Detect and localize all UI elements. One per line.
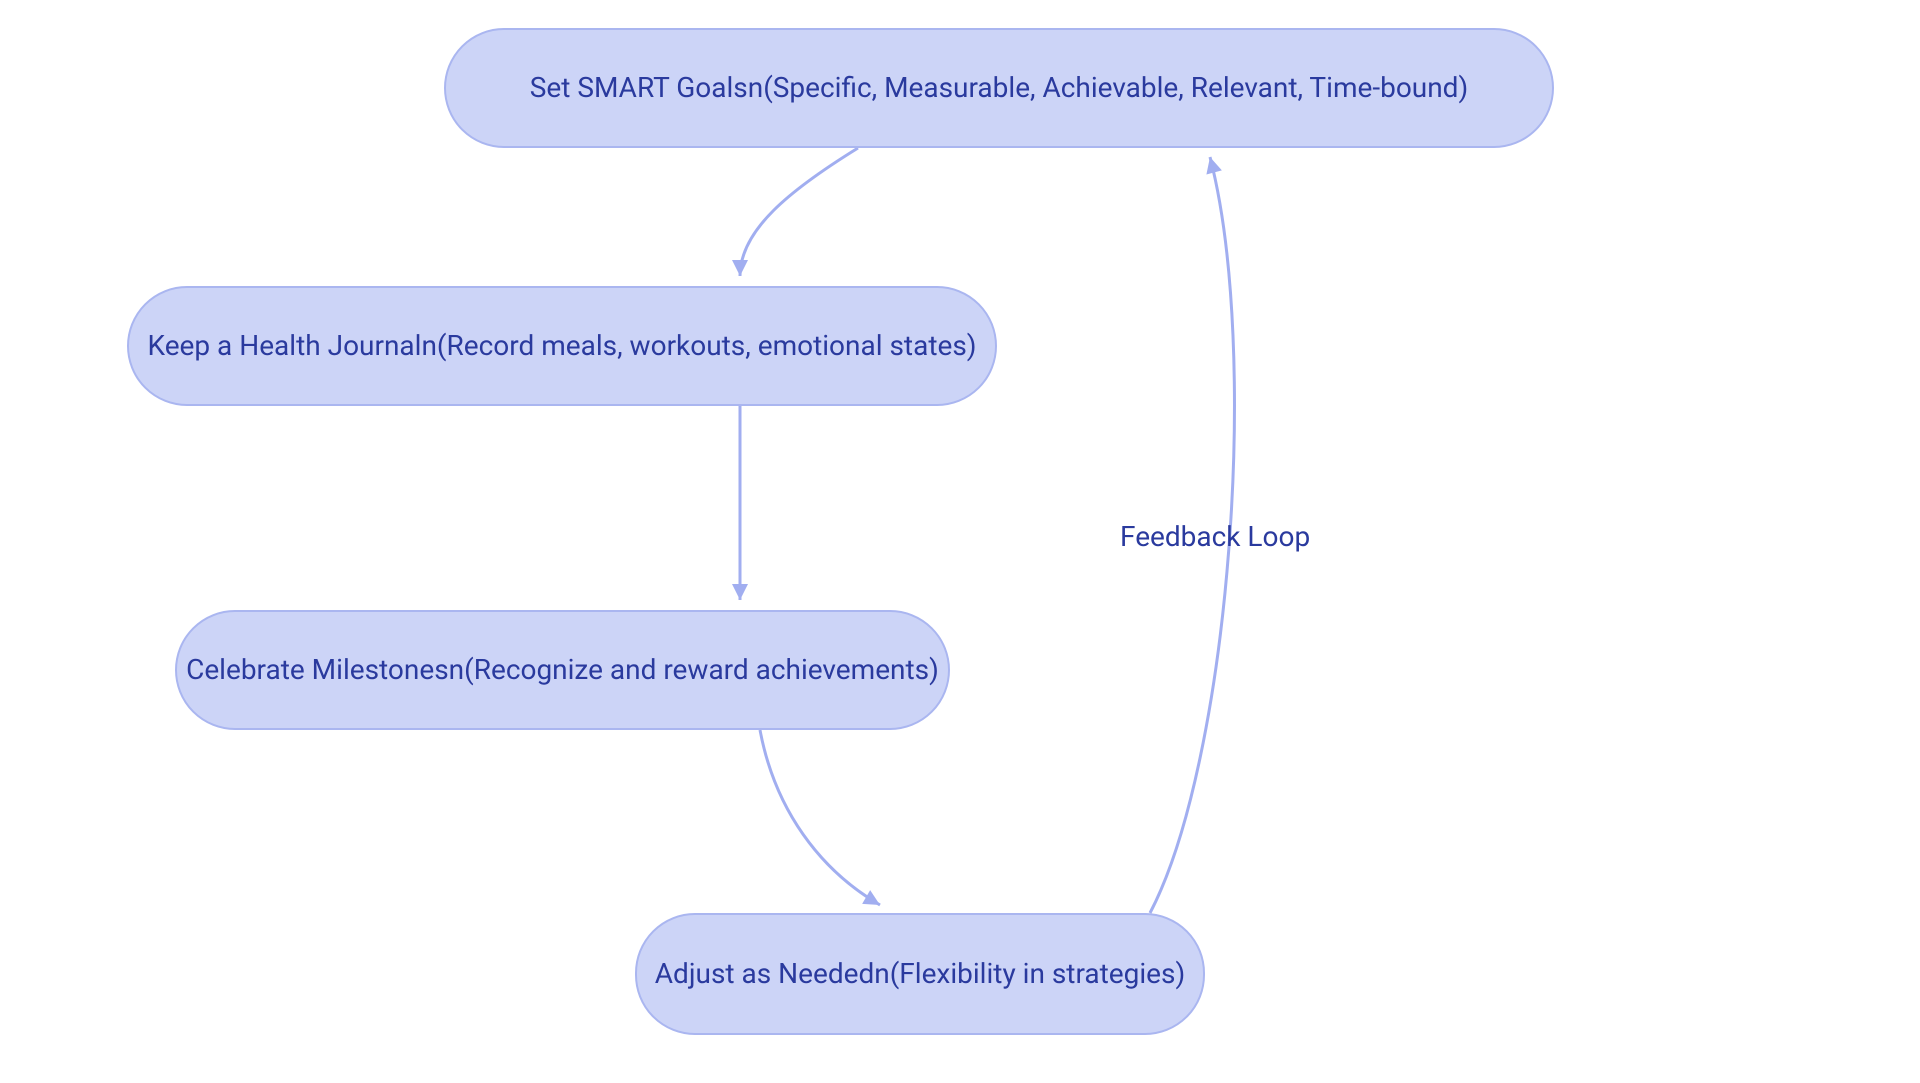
flowchart-node-n4: Adjust as Neededn(Flexibility in strateg…: [635, 913, 1205, 1035]
flowchart-node-n3: Celebrate Milestonesn(Recognize and rewa…: [175, 610, 950, 730]
node-label: Set SMART Goalsn(Specific, Measurable, A…: [530, 70, 1468, 106]
arrowhead-icon: [862, 890, 880, 905]
flowchart-node-n1: Set SMART Goalsn(Specific, Measurable, A…: [444, 28, 1554, 148]
flowchart-node-n2: Keep a Health Journaln(Record meals, wor…: [127, 286, 997, 406]
edge-n3-n4: [760, 730, 880, 905]
arrowhead-icon: [1206, 157, 1221, 175]
node-label: Celebrate Milestonesn(Recognize and rewa…: [186, 652, 939, 688]
arrowhead-icon: [732, 260, 748, 276]
edge-label-feedback-loop: Feedback Loop: [1120, 520, 1310, 553]
node-label: Adjust as Neededn(Flexibility in strateg…: [655, 956, 1185, 992]
edge-n1-n2: [740, 148, 858, 276]
arrowhead-icon: [732, 584, 748, 600]
flowchart-canvas: Set SMART Goalsn(Specific, Measurable, A…: [0, 0, 1920, 1083]
node-label: Keep a Health Journaln(Record meals, wor…: [147, 328, 976, 364]
